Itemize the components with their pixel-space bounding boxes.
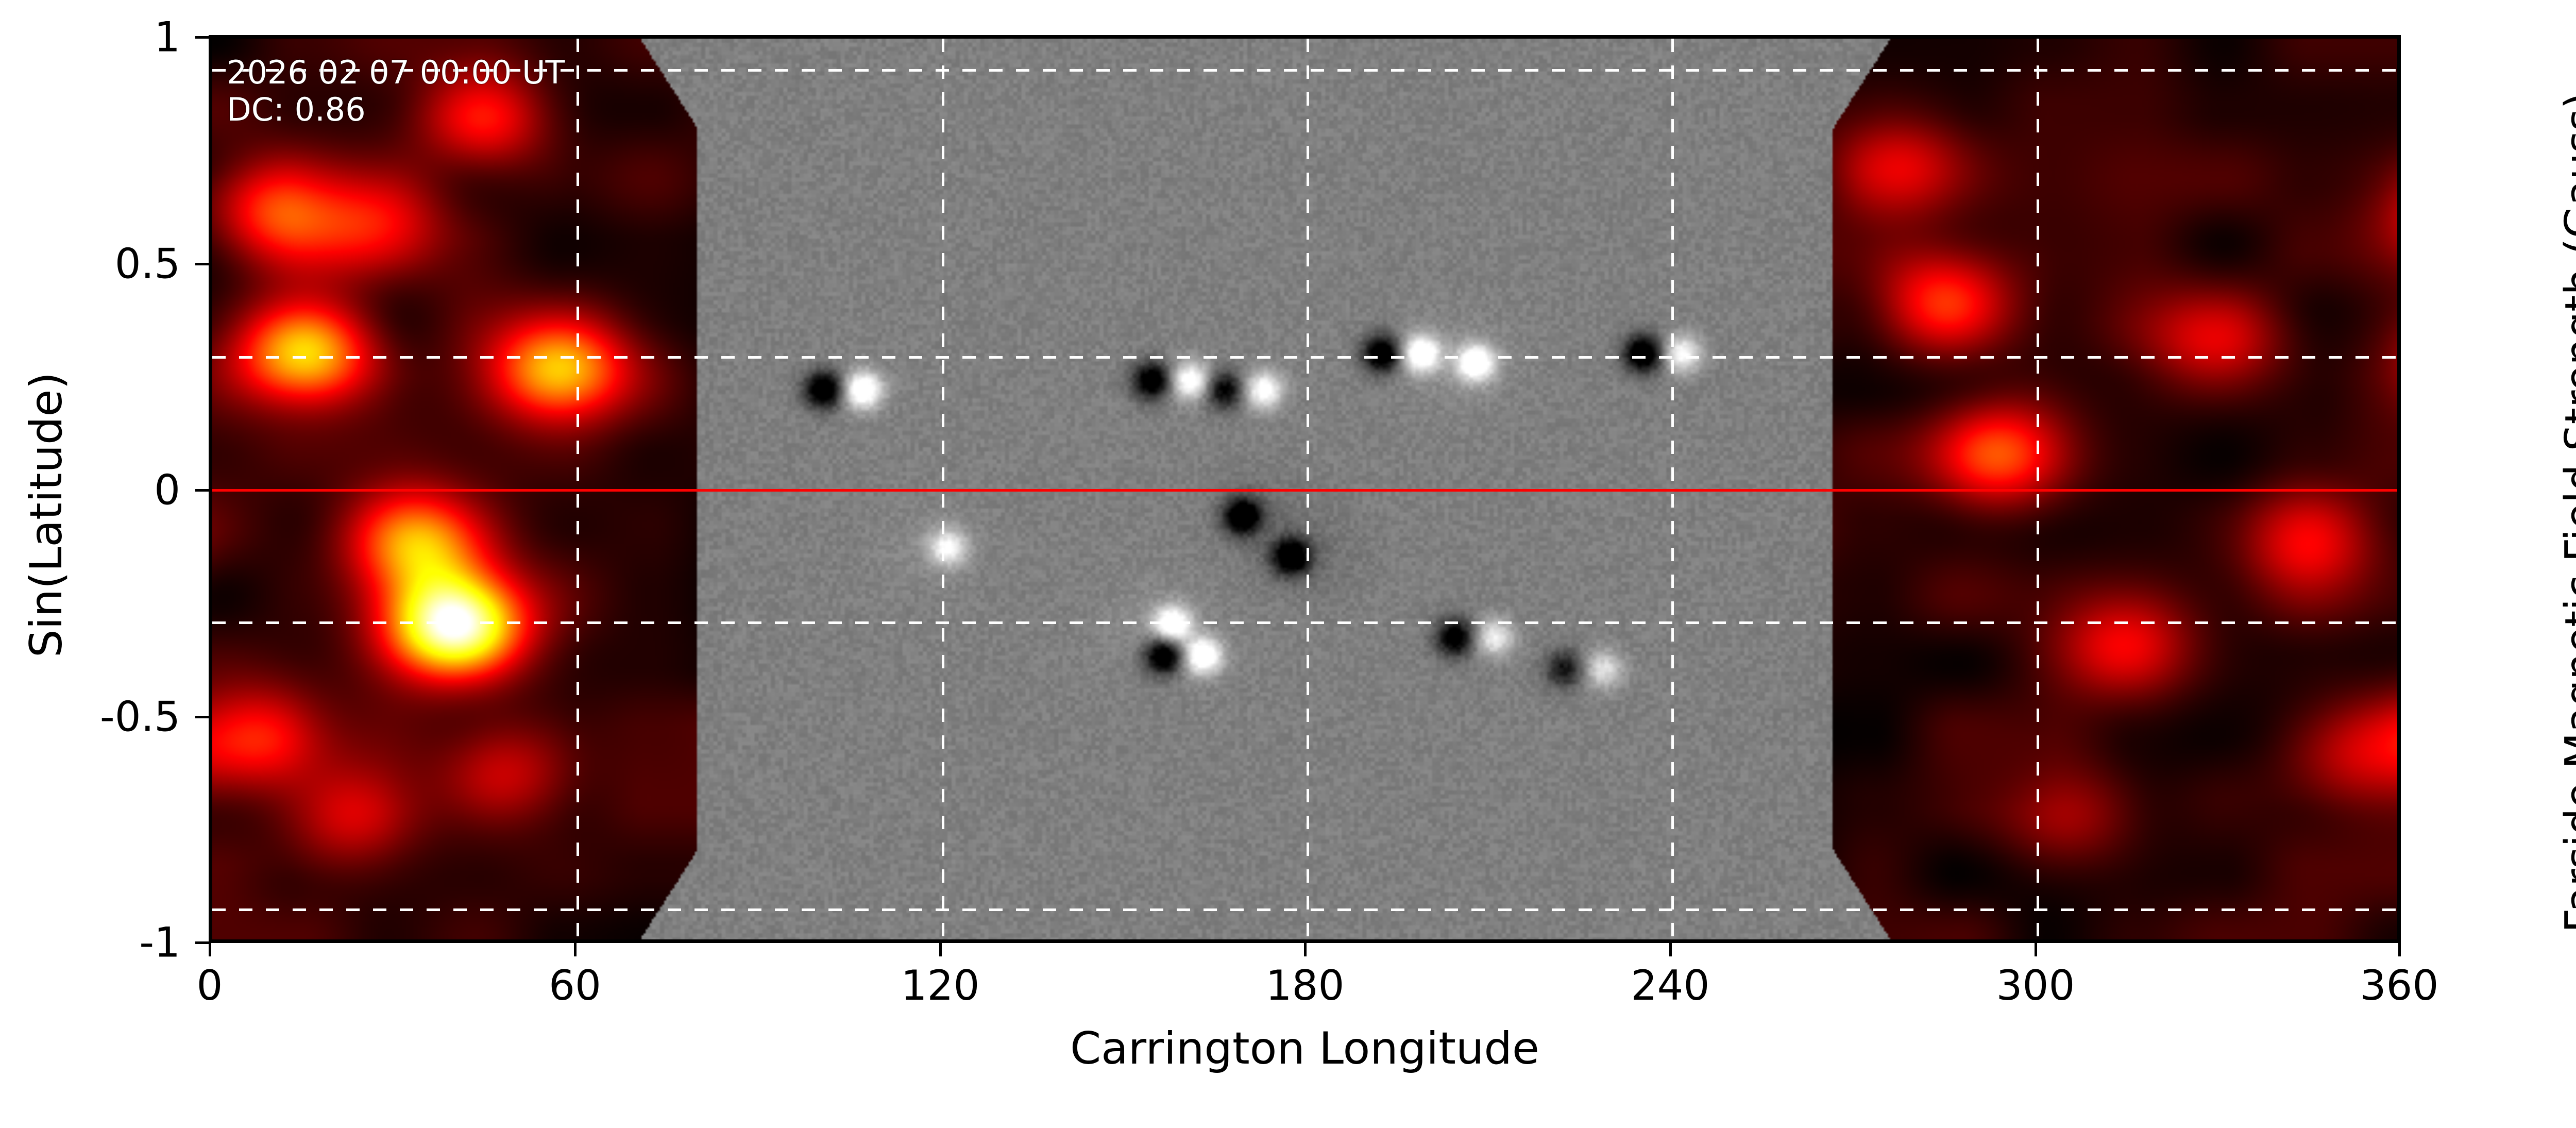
ytick-label-neg1: -1 — [139, 918, 180, 967]
xtick-180 — [1304, 943, 1307, 956]
gridline-sinlat-03 — [212, 356, 2397, 359]
ytick-05 — [195, 263, 209, 265]
xtick-120 — [939, 943, 942, 956]
annotation-block: 2026 02 07 00:00 UT DC: 0.86 — [227, 54, 565, 128]
ytick-neg05 — [195, 716, 209, 718]
gridline-lon-240 — [1671, 39, 1674, 939]
xtick-label-300: 300 — [1996, 962, 2075, 1009]
ytick-1 — [195, 36, 209, 39]
timestamp-label: 2026 02 07 00:00 UT — [227, 54, 565, 91]
ytick-label-neg05: -0.5 — [99, 693, 180, 741]
ytick-label-0: 0 — [154, 466, 180, 514]
equator-line — [212, 489, 2397, 492]
plot-clip: 2026 02 07 00:00 UT DC: 0.86 — [212, 39, 2397, 939]
ytick-0 — [195, 489, 209, 492]
xtick-label-120: 120 — [901, 962, 980, 1009]
y-axis-title: Sin(Latitude) — [21, 372, 72, 658]
xtick-360 — [2398, 943, 2401, 956]
xtick-label-0: 0 — [196, 962, 223, 1009]
duty-cycle-label: DC: 0.86 — [227, 90, 366, 128]
ytick-neg1 — [195, 941, 209, 944]
xtick-60 — [574, 943, 577, 956]
xtick-label-180: 180 — [1265, 962, 1345, 1009]
xtick-240 — [1669, 943, 1672, 956]
xtick-300 — [2035, 943, 2037, 956]
xtick-0 — [209, 943, 211, 956]
gridline-sinlat-0866 — [212, 69, 2397, 72]
x-axis-title: Carrington Longitude — [1070, 1023, 1539, 1074]
gridline-sinlat-neg03 — [212, 621, 2397, 624]
gridline-lon-120 — [942, 39, 944, 939]
gridline-lon-180 — [1307, 39, 1309, 939]
plot-area: 2026 02 07 00:00 UT DC: 0.86 — [209, 35, 2401, 943]
xtick-label-240: 240 — [1631, 962, 1710, 1009]
gridline-lon-60 — [577, 39, 579, 939]
farside-colorbar-title: Farside Magnetic Field Strength (Gauss) — [2556, 92, 2576, 933]
ytick-label-05: 0.5 — [114, 240, 180, 288]
gridline-sinlat-neg0866 — [212, 908, 2397, 911]
xtick-label-60: 60 — [549, 962, 601, 1009]
gridline-lon-300 — [2037, 39, 2039, 939]
ytick-label-1: 1 — [154, 13, 180, 61]
xtick-label-360: 360 — [2360, 962, 2439, 1009]
